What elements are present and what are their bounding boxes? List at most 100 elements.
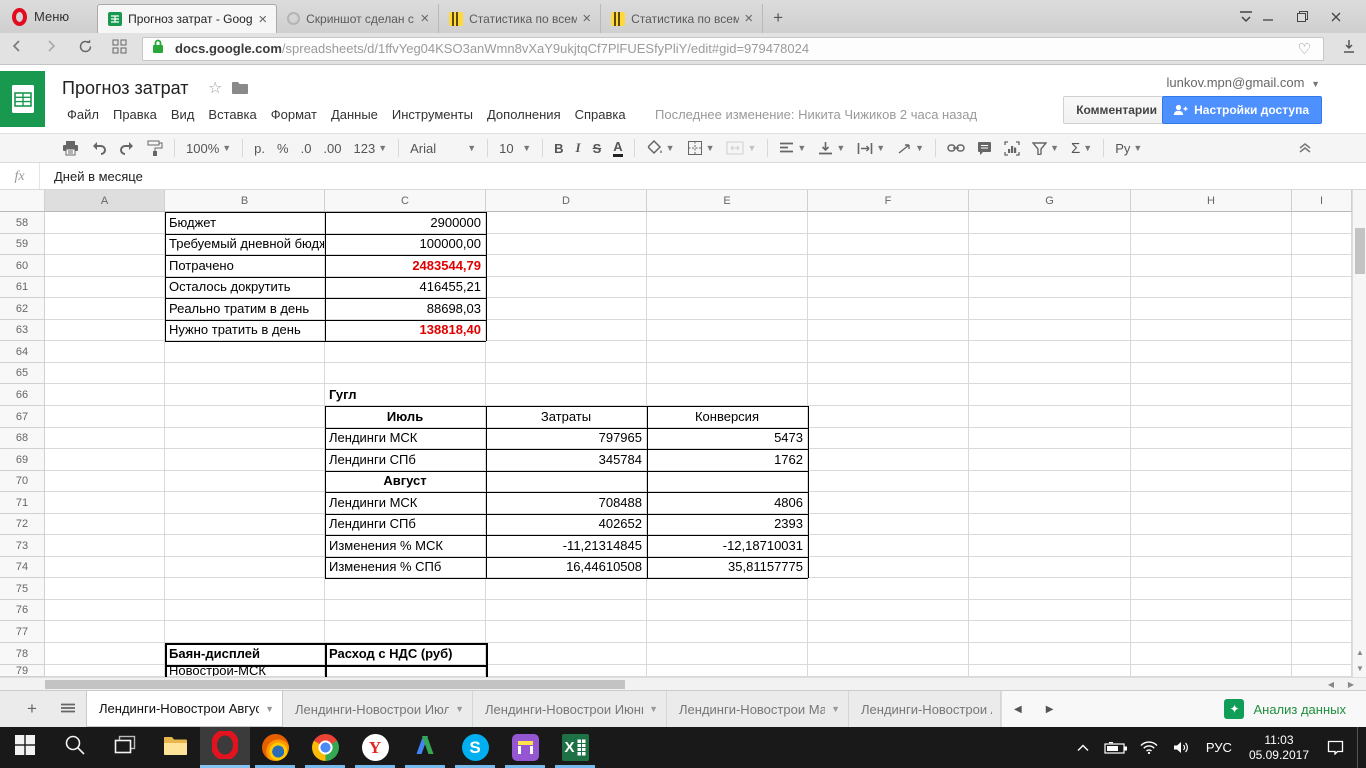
vertical-scrollbar-thumb[interactable]: [1355, 228, 1365, 274]
italic-button[interactable]: I: [575, 140, 581, 155]
cell-H76[interactable]: [1131, 600, 1292, 621]
row-header-65[interactable]: 65: [0, 363, 45, 384]
cell-F66[interactable]: [808, 384, 969, 406]
insert-link-button[interactable]: [941, 136, 971, 160]
cell-A70[interactable]: [45, 471, 165, 492]
sheet-tab-4[interactable]: Лендинги-Новострои Май ▼: [667, 691, 849, 727]
firefox-taskbar-button[interactable]: [250, 727, 300, 768]
cell-B64[interactable]: [165, 341, 325, 363]
row-header-77[interactable]: 77: [0, 621, 45, 643]
cell-B60[interactable]: Потрачено: [165, 255, 325, 277]
cell-D71[interactable]: 708488: [486, 492, 647, 514]
cell-A72[interactable]: [45, 514, 165, 535]
row-header-70[interactable]: 70: [0, 471, 45, 492]
menu-вид[interactable]: Вид: [170, 107, 195, 122]
cell-H64[interactable]: [1131, 341, 1292, 363]
cell-D65[interactable]: [486, 363, 647, 384]
downloads-icon[interactable]: [1332, 39, 1366, 59]
opera-taskbar-button[interactable]: [200, 727, 250, 768]
column-header-G[interactable]: G: [969, 190, 1131, 212]
insert-chart-button[interactable]: [998, 136, 1026, 160]
fill-color-button[interactable]: ▼: [640, 136, 681, 160]
cell-G64[interactable]: [969, 341, 1131, 363]
cell-F71[interactable]: [808, 492, 969, 514]
cell-I62[interactable]: [1292, 298, 1352, 320]
row-header-66[interactable]: 66: [0, 384, 45, 406]
cell-D60[interactable]: [486, 255, 647, 277]
cell-H59[interactable]: [1131, 234, 1292, 255]
spreadsheet-grid[interactable]: A B C D E F G H I 58 Бюджет 2900000 59 Требуемый днев…: [0, 190, 1352, 677]
cell-A61[interactable]: [45, 277, 165, 298]
sheet-tab-caret-icon[interactable]: ▼: [455, 704, 464, 714]
cell-H71[interactable]: [1131, 492, 1292, 514]
cell-G77[interactable]: [969, 621, 1131, 643]
cell-D74[interactable]: 16,44610508: [486, 557, 647, 578]
url-input[interactable]: docs.google.com/spreadsheets/d/1ffvYeg04…: [142, 36, 1324, 61]
cell-I58[interactable]: [1292, 212, 1352, 234]
cell-I71[interactable]: [1292, 492, 1352, 514]
cell-C70[interactable]: Август: [325, 471, 486, 492]
cell-B62[interactable]: Реально тратим в день: [165, 298, 325, 320]
cell-G61[interactable]: [969, 277, 1131, 298]
file-explorer-taskbar-button[interactable]: [150, 727, 200, 768]
comments-button[interactable]: Комментарии: [1063, 96, 1170, 124]
cell-G62[interactable]: [969, 298, 1131, 320]
cell-F63[interactable]: [808, 320, 969, 341]
cell-H63[interactable]: [1131, 320, 1292, 341]
cell-C62[interactable]: 88698,03: [325, 298, 486, 320]
cell-G79[interactable]: [969, 665, 1131, 677]
column-header-A[interactable]: A: [45, 190, 165, 212]
row-header-69[interactable]: 69: [0, 449, 45, 471]
row-header-59[interactable]: 59: [0, 234, 45, 255]
cell-E61[interactable]: [647, 277, 808, 298]
hide-toolbar-icon[interactable]: [1292, 136, 1318, 160]
cell-E73[interactable]: -12,18710031: [647, 535, 808, 557]
cell-I68[interactable]: [1292, 428, 1352, 449]
browser-tab-2[interactable]: Скриншот сделан с помо ×: [277, 4, 440, 33]
cell-F68[interactable]: [808, 428, 969, 449]
cell-D78[interactable]: [486, 643, 647, 665]
last-edit-status[interactable]: Последнее изменение: Никита Чижиков 2 ча…: [655, 107, 978, 122]
cell-F70[interactable]: [808, 471, 969, 492]
cell-I59[interactable]: [1292, 234, 1352, 255]
menu-данные[interactable]: Данные: [330, 107, 378, 122]
cell-I63[interactable]: [1292, 320, 1352, 341]
cell-F76[interactable]: [808, 600, 969, 621]
cell-D75[interactable]: [486, 578, 647, 600]
restore-button[interactable]: [1296, 10, 1322, 23]
sheets-logo-icon[interactable]: [0, 71, 45, 127]
column-header-D[interactable]: D: [486, 190, 647, 212]
horizontal-scrollbar[interactable]: ◀ ▶: [0, 677, 1366, 690]
cell-C66[interactable]: Гугл: [325, 384, 486, 406]
cell-F59[interactable]: [808, 234, 969, 255]
tab-menu-icon[interactable]: [1238, 10, 1254, 24]
cell-G63[interactable]: [969, 320, 1131, 341]
cell-A65[interactable]: [45, 363, 165, 384]
bold-button[interactable]: B: [554, 140, 564, 156]
explore-button[interactable]: ✦ Анализ данных: [1224, 699, 1346, 719]
cell-H68[interactable]: [1131, 428, 1292, 449]
cell-F72[interactable]: [808, 514, 969, 535]
cell-D79[interactable]: [486, 665, 647, 677]
cell-C68[interactable]: Лендинги МСК: [325, 428, 486, 449]
cell-A58[interactable]: [45, 212, 165, 234]
cell-I61[interactable]: [1292, 277, 1352, 298]
cell-E76[interactable]: [647, 600, 808, 621]
cell-D59[interactable]: [486, 234, 647, 255]
cell-B71[interactable]: [165, 492, 325, 514]
cell-A66[interactable]: [45, 384, 165, 406]
row-header-73[interactable]: 73: [0, 535, 45, 557]
cell-G76[interactable]: [969, 600, 1131, 621]
cell-B72[interactable]: [165, 514, 325, 535]
vertical-scrollbar[interactable]: ▲ ▼: [1352, 190, 1366, 677]
sheet-tab-caret-icon[interactable]: ▼: [831, 704, 840, 714]
cell-F60[interactable]: [808, 255, 969, 277]
cell-D69[interactable]: 345784: [486, 449, 647, 471]
cell-D61[interactable]: [486, 277, 647, 298]
cell-E77[interactable]: [647, 621, 808, 643]
cell-D72[interactable]: 402652: [486, 514, 647, 535]
cell-B76[interactable]: [165, 600, 325, 621]
cell-I64[interactable]: [1292, 341, 1352, 363]
cell-C69[interactable]: Лендинги СПб: [325, 449, 486, 471]
cell-G60[interactable]: [969, 255, 1131, 277]
